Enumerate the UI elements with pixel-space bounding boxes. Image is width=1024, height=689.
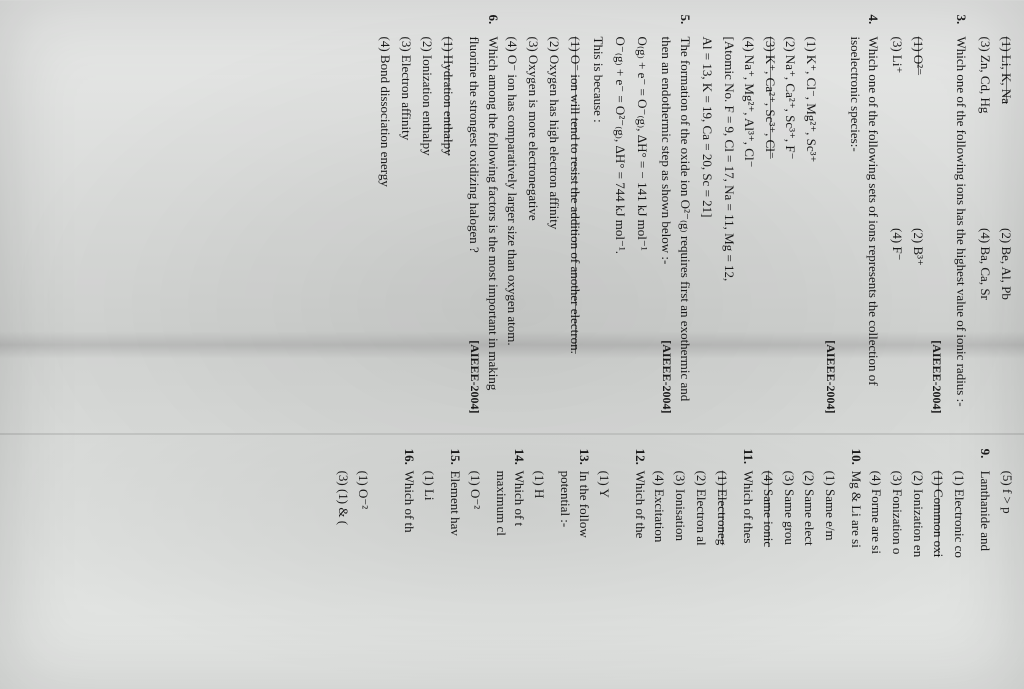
question-text: potential :-: [555, 470, 574, 675]
option: (4) Excitation: [649, 470, 670, 689]
question-number: 5.: [657, 14, 695, 36]
atomic-note: [Atomic No. F = 9, Cl = 17, Na = 11, Mg …: [719, 36, 738, 419]
exam-tag: [AIEEE-2004]: [821, 14, 838, 413]
question-number: 6.: [464, 14, 502, 36]
question-text: Which of t: [510, 470, 529, 675]
question-text: Which one of the following ions has the …: [951, 36, 970, 419]
option: (1) Electroneg: [711, 470, 732, 689]
option: (1) Common oxi: [928, 470, 949, 689]
fragment: (5) f > p: [997, 470, 1016, 675]
option: (2) Ionization en: [907, 470, 928, 689]
option: (2) Oxygen has high electron affinity: [543, 36, 564, 441]
option: (4) Ba, Ca, Sr: [974, 228, 995, 420]
question-6: 6. Which among the following factors is …: [464, 14, 502, 419]
question-3: 3. Which one of the following ions has t…: [951, 14, 970, 419]
page-spread: (1) Li, K, Na (2) Be, Al, Pb (3) Zn, Cd,…: [0, 0, 1024, 689]
question-12: 12. Which of the: [630, 448, 649, 675]
exam-tag: [AIEEE-2004]: [465, 340, 482, 413]
option: (1) Same e/m: [819, 470, 840, 689]
option: (1) O²⁻: [907, 36, 928, 228]
option: (3) Li⁺: [886, 36, 907, 228]
question-15: 15. Element hav: [445, 448, 464, 675]
question-text: Which of th: [399, 470, 418, 675]
option: (4) Forme are si: [865, 470, 886, 689]
option: (2) B³⁺: [907, 228, 928, 420]
question-number: 9.: [975, 448, 994, 470]
option: (1) H: [528, 470, 549, 689]
right-column: (5) f > p 9. Lanthanide and (1) Electron…: [0, 434, 1024, 689]
option: (3) Oxygen is more electronegative: [523, 36, 544, 441]
equation: O₍g₎ + e⁻ = O⁻₍g₎, ΔH° = − 141 kJ mol⁻¹: [632, 36, 651, 419]
question-text: Element hav: [445, 470, 464, 675]
option: (1) Hydration enthalpy: [437, 36, 458, 441]
exam-tag: [AIEEE-2004]: [928, 14, 945, 413]
question-9: 9. Lanthanide and: [975, 448, 994, 675]
option: (1) Y: [593, 470, 614, 689]
question-number: 12.: [630, 448, 649, 470]
option: (1) Electronic co: [948, 470, 969, 689]
option: (1) O⁻²: [464, 470, 485, 689]
question-16: 16. Which of th: [399, 448, 418, 675]
question-number: 4.: [845, 14, 883, 36]
option: (4) Same ionic: [757, 470, 778, 689]
question-10: 10. Mg & Li are si: [846, 448, 865, 675]
q3-options: (1) O²⁻ (2) B³⁺ (3) Li⁺ (4) F⁻: [886, 36, 928, 419]
question-number: 13.: [555, 448, 593, 470]
option: (3) Ionisation: [670, 470, 691, 689]
question-number: 3.: [951, 14, 970, 36]
question-11: 11. Which of thes: [738, 448, 757, 675]
question-13: 13. In the follow potential :-: [555, 448, 593, 675]
question-number: 15.: [445, 448, 464, 470]
question-text: Which one of the following sets of ions …: [845, 36, 883, 419]
question-text: maximum cl: [491, 470, 510, 675]
option: (1) K⁺, Cl⁻, Mg²⁺, Sc³⁺: [800, 36, 821, 441]
option: (2) Be, Al, Pb: [995, 228, 1016, 420]
question-text: Which of the: [630, 470, 649, 675]
question-text: Which of thes: [738, 470, 757, 675]
because-text: This is because :: [588, 36, 607, 419]
option: (2) Na⁺, Ca²⁺, Sc³⁺, F⁻: [780, 36, 801, 441]
option: (4) Na⁺, Mg²⁺, Al³⁺, Cl⁻: [738, 36, 759, 441]
option: (2) Electron al: [690, 470, 711, 689]
option: (4) Bond dissociation energy: [375, 36, 396, 441]
question-text: Which among the following factors is the…: [467, 36, 501, 390]
question-text: In the follow: [574, 470, 593, 675]
option: (1) O⁻²: [353, 470, 374, 689]
option: (1) O⁻ ion will tend to resist the addit…: [564, 36, 585, 441]
option: (1) Li: [418, 470, 439, 689]
question-4: 4. Which one of the following sets of io…: [845, 14, 883, 419]
option: (4) O⁻ ion has comparatively larger size…: [502, 36, 523, 441]
option: (2) Same elect: [799, 470, 820, 689]
left-column: (1) Li, K, Na (2) Be, Al, Pb (3) Zn, Cd,…: [0, 0, 1024, 434]
option: (3) Zn, Cd, Hg: [974, 36, 995, 228]
question-number: 11.: [738, 448, 757, 470]
atomic-note: Al = 13, K = 19, Ca = 20, Sc = 21]: [697, 36, 716, 419]
q2-options: (1) Li, K, Na (2) Be, Al, Pb (3) Zn, Cd,…: [974, 36, 1016, 419]
option: (3) Electron affinity: [395, 36, 416, 441]
option: (1) Li, K, Na: [995, 36, 1016, 228]
question-number: 10.: [846, 448, 865, 470]
question-text: Lanthanide and: [975, 470, 994, 675]
question-14: 14. Which of t maximum cl: [491, 448, 529, 675]
option: (3) (1) & (: [332, 470, 353, 689]
exam-tag: [AIEEE-2004]: [658, 340, 675, 413]
option: (3) K⁺, Ca²⁺, Sc³⁺, Cl⁻: [759, 36, 780, 441]
option: (3) Fonization o: [886, 470, 907, 689]
question-text: Mg & Li are si: [846, 470, 865, 675]
option: (2) Ionization enthalpy: [416, 36, 437, 441]
question-5: 5. The formation of the oxide ion O²⁻₍g₎…: [657, 14, 695, 419]
option: (4) F⁻: [886, 228, 907, 420]
equation: O⁻₍g₎ + e⁻ = O²⁻₍g₎, ΔH° = 744 kJ mol⁻¹.: [610, 36, 629, 419]
option: (3) Same grou: [778, 470, 799, 689]
question-number: 16.: [399, 448, 418, 470]
question-number: 14.: [491, 448, 529, 470]
